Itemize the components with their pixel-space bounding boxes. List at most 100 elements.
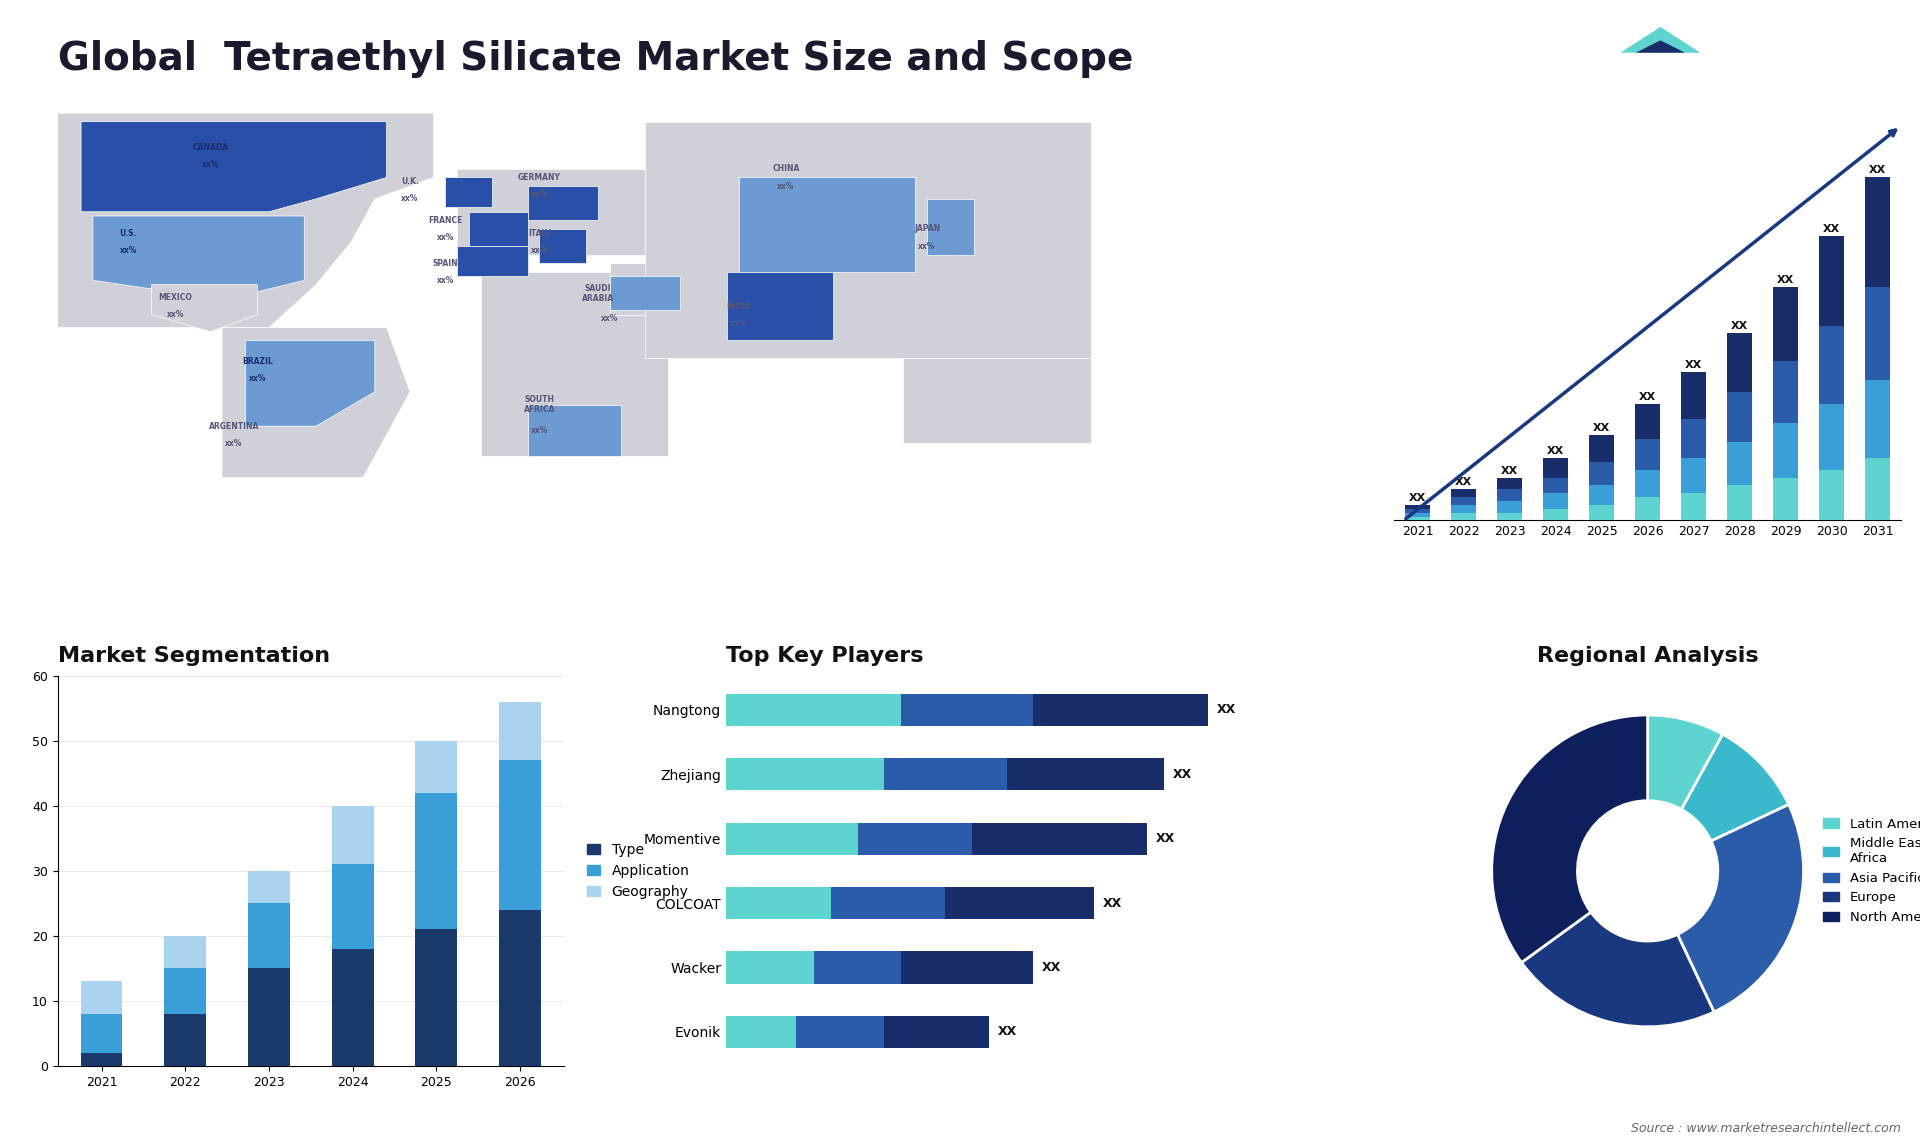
Bar <box>1452 512 1476 520</box>
Bar <box>1818 325 1845 403</box>
Bar <box>1590 505 1615 520</box>
Bar <box>726 1015 989 1049</box>
Text: XX: XX <box>1501 465 1519 476</box>
Bar <box>332 806 374 864</box>
Polygon shape <box>152 284 257 332</box>
Text: MEXICO: MEXICO <box>157 293 192 303</box>
Text: XX: XX <box>1156 832 1175 845</box>
Text: XX: XX <box>1640 392 1657 401</box>
Polygon shape <box>611 276 680 311</box>
Polygon shape <box>246 340 374 426</box>
Bar <box>726 823 1146 855</box>
Bar <box>81 1014 123 1053</box>
Text: xx%: xx% <box>530 426 547 435</box>
Text: xx%: xx% <box>530 190 547 199</box>
Wedge shape <box>1492 715 1647 963</box>
Bar <box>726 951 814 983</box>
Bar <box>1452 505 1476 512</box>
Bar <box>165 936 205 968</box>
Text: xx%: xx% <box>167 311 184 319</box>
Wedge shape <box>1682 735 1789 841</box>
Title: Regional Analysis: Regional Analysis <box>1536 646 1759 666</box>
Bar <box>1590 434 1615 462</box>
Text: xx%: xx% <box>918 242 935 251</box>
Bar <box>1864 458 1891 520</box>
Bar <box>726 693 1208 725</box>
Bar <box>726 759 1006 791</box>
Bar <box>726 887 1094 919</box>
Text: XX: XX <box>1870 165 1887 175</box>
Bar <box>1818 470 1845 520</box>
Text: SOUTH
AFRICA: SOUTH AFRICA <box>524 395 555 415</box>
Bar <box>726 759 883 791</box>
Bar <box>1864 178 1891 286</box>
Bar <box>1636 403 1661 439</box>
Text: MARKET: MARKET <box>1705 41 1763 54</box>
Polygon shape <box>528 186 597 220</box>
Polygon shape <box>904 358 1091 444</box>
Bar <box>1682 372 1707 419</box>
Text: CHINA: CHINA <box>772 164 799 173</box>
Bar <box>1498 489 1523 501</box>
Polygon shape <box>1620 26 1701 53</box>
Text: XX: XX <box>998 1026 1018 1038</box>
Bar <box>1682 458 1707 493</box>
Bar <box>1544 478 1569 493</box>
Bar <box>1726 442 1753 486</box>
Text: XX: XX <box>1173 768 1192 780</box>
Text: ARGENTINA: ARGENTINA <box>209 422 259 431</box>
Bar <box>499 761 541 910</box>
Text: xx%: xx% <box>436 276 453 285</box>
Text: xx%: xx% <box>248 375 267 384</box>
Text: U.S.: U.S. <box>119 229 136 237</box>
Bar <box>499 702 541 761</box>
Text: xx%: xx% <box>202 160 219 170</box>
Polygon shape <box>457 168 645 254</box>
Bar <box>248 871 290 903</box>
Text: XX: XX <box>1732 321 1749 331</box>
Polygon shape <box>223 328 411 478</box>
Text: XX: XX <box>1409 493 1427 503</box>
Text: xx%: xx% <box>601 314 618 323</box>
Bar <box>1544 493 1569 509</box>
Bar <box>1405 517 1430 520</box>
Text: xx%: xx% <box>401 195 419 203</box>
Polygon shape <box>445 178 492 207</box>
Bar <box>1405 512 1430 517</box>
Bar <box>1405 509 1430 512</box>
Bar <box>415 929 457 1066</box>
Text: BRAZIL: BRAZIL <box>242 358 273 367</box>
Polygon shape <box>92 217 303 298</box>
Bar <box>726 823 972 855</box>
Polygon shape <box>927 199 973 254</box>
Bar <box>1636 439 1661 470</box>
Bar <box>1818 236 1845 325</box>
Bar <box>415 793 457 929</box>
Bar <box>499 910 541 1066</box>
Polygon shape <box>528 405 622 456</box>
Bar <box>332 864 374 949</box>
Bar <box>165 1014 205 1066</box>
Polygon shape <box>58 113 434 328</box>
Polygon shape <box>739 178 916 272</box>
Legend: Latin America, Middle East &
Africa, Asia Pacific, Europe, North America: Latin America, Middle East & Africa, Asi… <box>1818 813 1920 929</box>
Bar <box>1682 419 1707 458</box>
Text: xx%: xx% <box>225 439 242 448</box>
Text: XX: XX <box>1104 896 1123 910</box>
Bar <box>1636 470 1661 497</box>
Bar <box>1405 505 1430 509</box>
Bar <box>726 951 900 983</box>
Bar <box>81 981 123 1014</box>
Bar <box>1772 478 1799 520</box>
Bar <box>1772 361 1799 423</box>
Bar <box>726 887 945 919</box>
Polygon shape <box>468 212 528 246</box>
Polygon shape <box>540 229 586 264</box>
Text: INTELLECT: INTELLECT <box>1697 72 1772 85</box>
Text: INDIA: INDIA <box>728 301 751 311</box>
Text: xx%: xx% <box>530 246 547 254</box>
Bar <box>248 903 290 968</box>
Bar <box>1682 493 1707 520</box>
Bar <box>1772 286 1799 361</box>
Bar <box>1726 333 1753 392</box>
